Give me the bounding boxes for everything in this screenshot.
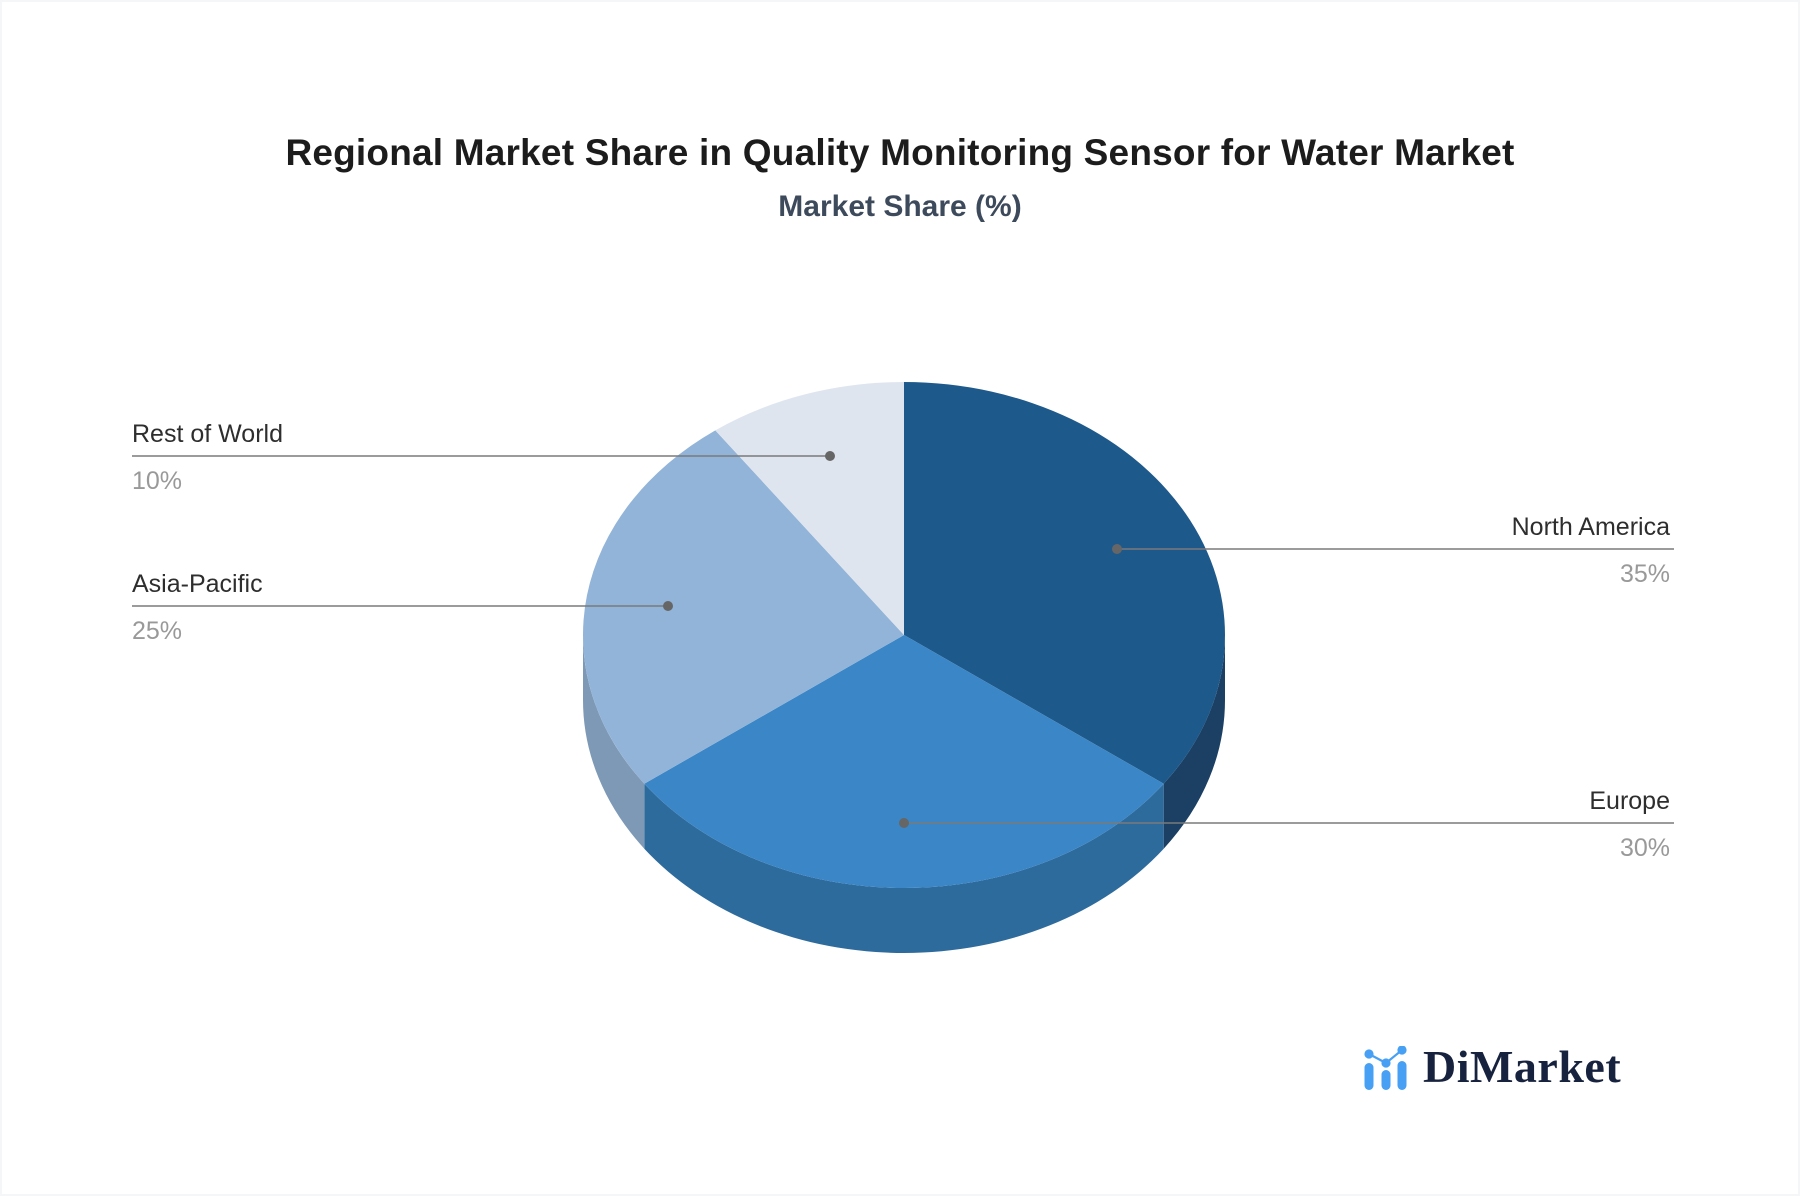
value-asia-pacific: 25% (132, 617, 183, 645)
value-europe: 30% (1619, 834, 1670, 862)
pie-slice-asia-pacific[interactable] (583, 430, 904, 784)
label-north-america: North America (1511, 513, 1670, 541)
pie-slice-side-north-america (1163, 635, 1225, 849)
label-rest-of-world: Rest of World (132, 420, 283, 448)
pie-slice-north-america[interactable] (904, 382, 1225, 784)
logo-text: DiMarket (1423, 1041, 1622, 1092)
leader-dot (899, 818, 909, 828)
pie-slice-rest-of-world[interactable] (715, 382, 904, 635)
chart-title: Regional Market Share in Quality Monitor… (285, 132, 1515, 173)
leader-dot (1112, 544, 1122, 554)
label-europe: Europe (1589, 787, 1670, 815)
chart-subtitle: Market Share (%) (778, 190, 1022, 223)
value-rest-of-world: 10% (132, 467, 183, 495)
pie-slice-europe[interactable] (644, 635, 1164, 888)
value-north-america: 35% (1619, 560, 1670, 588)
dimarket-logo: DiMarket (1362, 1044, 1621, 1090)
pie-slice-side-europe (644, 783, 1164, 953)
bar-chart-with-dots-icon (1364, 1046, 1407, 1090)
leader-dot (825, 451, 835, 461)
label-asia-pacific: Asia-Pacific (132, 570, 263, 598)
leader-dot (663, 601, 673, 611)
pie-slice-side-asia-pacific (583, 635, 645, 849)
